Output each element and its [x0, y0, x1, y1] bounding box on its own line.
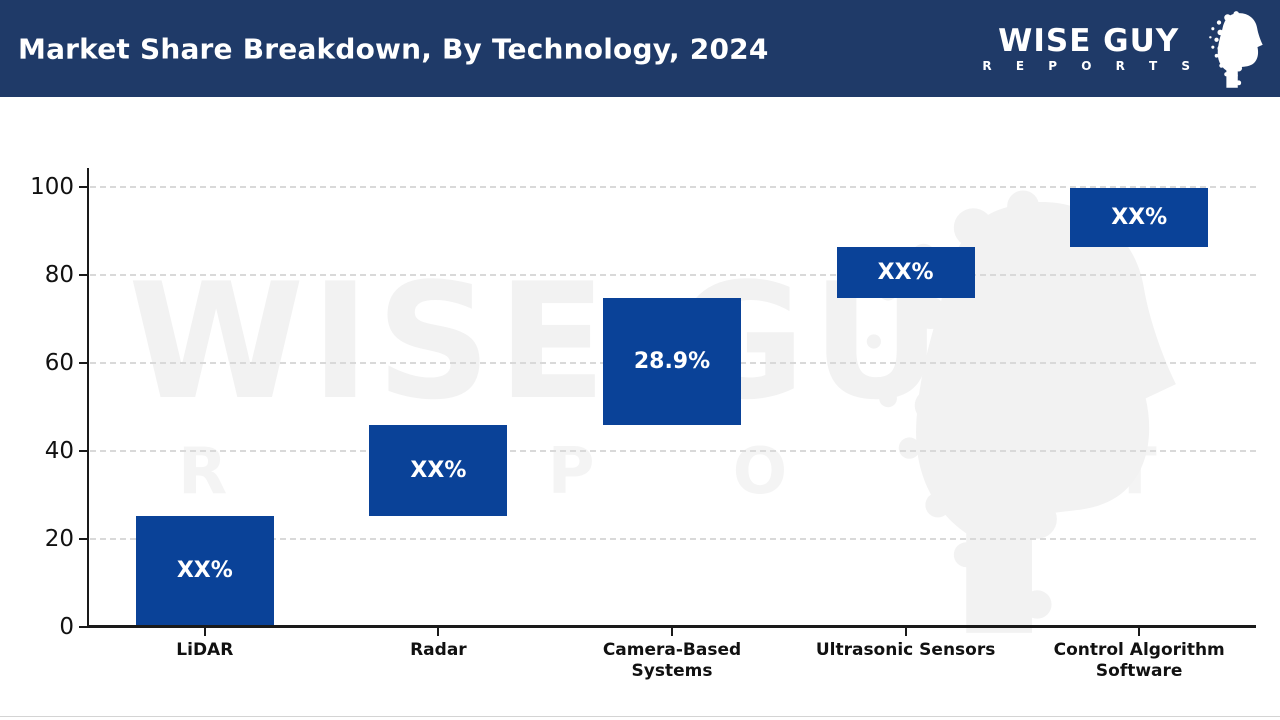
y-axis-tick	[79, 186, 87, 189]
bar-camera-based-systems: 28.9%	[603, 297, 741, 425]
x-axis-tick	[437, 628, 440, 636]
brand-face-icon	[1209, 11, 1263, 88]
category-label: Camera-Based Systems	[602, 640, 742, 681]
category-label: LiDAR	[176, 640, 234, 660]
category-label: Control Algorithm Software	[1053, 640, 1225, 681]
category-label: Ultrasonic Sensors	[815, 640, 996, 660]
page-title: Market Share Breakdown, By Technology, 2…	[18, 32, 769, 65]
y-tick-label: 100	[30, 174, 74, 201]
brand-wordmark-main: WISE GUY	[998, 22, 1180, 59]
y-axis-tick	[79, 274, 87, 277]
category-label: Radar	[410, 640, 467, 660]
y-tick-label: 60	[44, 350, 74, 377]
bar-control-algorithm-software: XX%	[1070, 188, 1209, 248]
x-axis-tick	[203, 628, 206, 636]
x-axis-line	[87, 625, 1256, 628]
x-axis-tick	[671, 628, 673, 636]
y-tick-label: 80	[44, 262, 74, 289]
brand-logo: WISE GUY R E P O R T S	[977, 7, 1266, 91]
y-tick-label: 20	[44, 526, 74, 553]
bar-value-label: XX%	[877, 260, 934, 286]
gridline	[90, 538, 1256, 541]
brand-wordmark-sub: R E P O R T S	[982, 59, 1200, 74]
plot-area: XX% XX% 28.9% XX% XX%	[88, 160, 1256, 626]
bar-lidar: XX%	[135, 515, 274, 626]
bar-value-label: 28.9%	[633, 348, 711, 374]
y-axis-line	[87, 168, 89, 627]
bar-value-label: XX%	[1111, 205, 1168, 231]
gridline	[90, 274, 1256, 277]
bar-value-label: XX%	[410, 457, 467, 483]
x-axis-tick	[904, 628, 907, 636]
bar-ultrasonic-sensors: XX%	[836, 247, 975, 298]
y-tick-label: 0	[59, 614, 74, 640]
header-bar: Market Share Breakdown, By Technology, 2…	[0, 0, 1280, 97]
x-axis-tick	[1138, 628, 1141, 636]
gridline	[90, 450, 1256, 453]
bottom-divider	[0, 716, 1280, 717]
y-axis-tick	[79, 538, 87, 541]
y-axis-tick	[79, 626, 87, 628]
y-tick-label: 40	[44, 438, 74, 465]
bar-radar: XX%	[369, 424, 508, 516]
brand-wordmark: WISE GUY R E P O R T S	[977, 25, 1200, 74]
bar-value-label: XX%	[176, 558, 233, 584]
y-axis-tick	[79, 450, 87, 453]
y-axis-tick	[79, 362, 87, 365]
gridline	[90, 186, 1256, 189]
